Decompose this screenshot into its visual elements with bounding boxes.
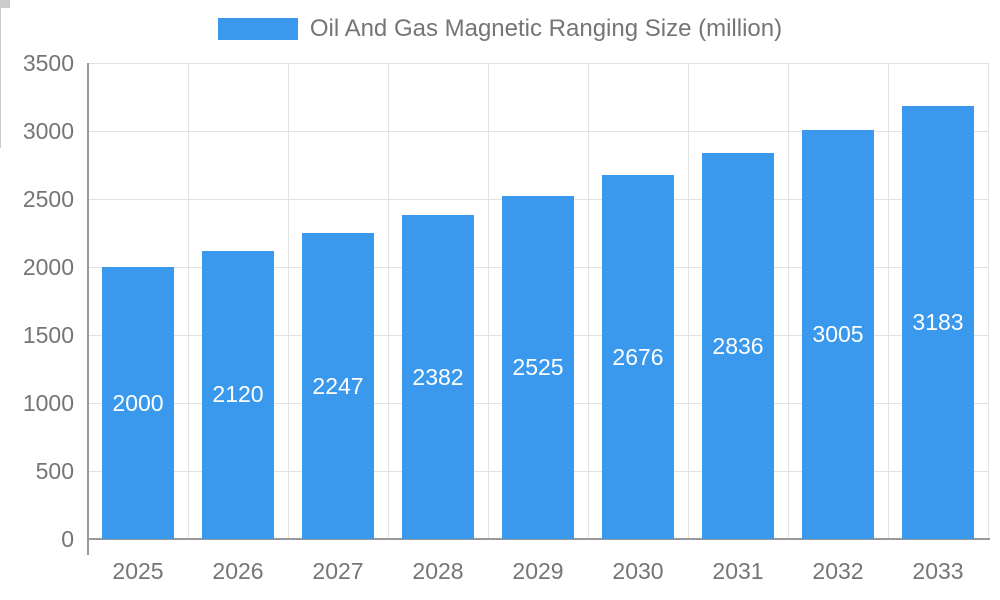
- y-gridline: [88, 63, 988, 64]
- bar-2031[interactable]: 2836: [702, 153, 774, 539]
- x-axis-tick: [0, 78, 1, 92]
- bar-value-label: 2676: [612, 343, 664, 370]
- x-axis-tick: [0, 50, 1, 64]
- y-axis-tick: [0, 1, 10, 2]
- bar-value-label: 2525: [512, 353, 564, 380]
- y-axis-label: 500: [35, 458, 74, 484]
- y-axis-tick: [0, 5, 10, 6]
- x-axis-tick: [0, 64, 1, 78]
- legend-swatch: [217, 18, 298, 40]
- x-axis-line: [87, 538, 990, 540]
- x-gridline: [388, 63, 389, 539]
- x-gridline: [188, 63, 189, 539]
- x-gridline: [288, 63, 289, 539]
- bar-2029[interactable]: 2525: [502, 195, 574, 539]
- x-axis-label-2030: 2030: [612, 558, 664, 584]
- x-axis-label-2029: 2029: [512, 558, 564, 584]
- x-axis-tick: [0, 8, 1, 22]
- x-axis-label-2028: 2028: [412, 558, 464, 584]
- x-axis-label-2025: 2025: [112, 558, 164, 584]
- y-axis-tick: [0, 6, 10, 7]
- legend-label: Oil And Gas Magnetic Ranging Size (milli…: [309, 15, 783, 42]
- x-axis-label-2033: 2033: [912, 558, 964, 584]
- legend[interactable]: Oil And Gas Magnetic Ranging Size (milli…: [0, 15, 1000, 43]
- x-axis-label-2027: 2027: [312, 558, 364, 584]
- bar-2030[interactable]: 2676: [602, 175, 674, 539]
- x-axis-tick: [0, 120, 1, 134]
- y-axis-tick: [0, 2, 10, 3]
- bar-2026[interactable]: 2120: [202, 250, 274, 539]
- y-axis-tick: [0, 4, 10, 5]
- y-axis-label: 3500: [22, 50, 74, 76]
- y-axis-label: 2000: [22, 254, 74, 280]
- x-axis-label-2032: 2032: [812, 558, 864, 584]
- bar-2025[interactable]: 2000: [102, 267, 174, 539]
- y-axis-line: [87, 63, 89, 555]
- y-axis-tick: [0, 7, 10, 8]
- y-axis-label: 3000: [22, 118, 74, 144]
- y-axis-label: 0: [61, 526, 74, 552]
- bar-2027[interactable]: 2247: [302, 233, 374, 539]
- bar-value-label: 2382: [412, 363, 464, 390]
- x-gridline: [688, 63, 689, 539]
- x-gridline: [588, 63, 589, 539]
- x-gridline: [888, 63, 889, 539]
- x-axis-label-2026: 2026: [212, 558, 264, 584]
- x-axis-tick: [0, 22, 1, 36]
- x-axis-tick: [0, 134, 1, 148]
- y-axis-label: 1000: [22, 390, 74, 416]
- bar-value-label: 2120: [212, 381, 264, 408]
- bar-value-label: 2247: [312, 372, 364, 399]
- y-axis-label: 2500: [22, 186, 74, 212]
- bar-value-label: 3005: [812, 321, 864, 348]
- x-gridline: [788, 63, 789, 539]
- x-axis-tick: [0, 92, 1, 106]
- x-axis-tick: [0, 106, 1, 120]
- x-axis-label-2031: 2031: [712, 558, 764, 584]
- y-axis-tick: [0, 3, 10, 4]
- x-gridline: [988, 63, 989, 539]
- y-axis-label: 1500: [22, 322, 74, 348]
- bar-value-label: 2836: [712, 332, 764, 359]
- bar-2032[interactable]: 3005: [802, 130, 874, 539]
- bar-value-label: 2000: [112, 389, 164, 416]
- bar-value-label: 3183: [912, 309, 964, 336]
- y-axis-tick: [0, 0, 10, 1]
- x-gridline: [488, 63, 489, 539]
- bar-2028[interactable]: 2382: [402, 215, 474, 539]
- y-gridline: [88, 131, 988, 132]
- bar-2033[interactable]: 3183: [902, 106, 974, 539]
- plot-area: 0 500 1000 1500 2000 2500 3000 3500 2000 2025 2120…: [0, 0, 1000, 583]
- x-axis-tick: [0, 36, 1, 50]
